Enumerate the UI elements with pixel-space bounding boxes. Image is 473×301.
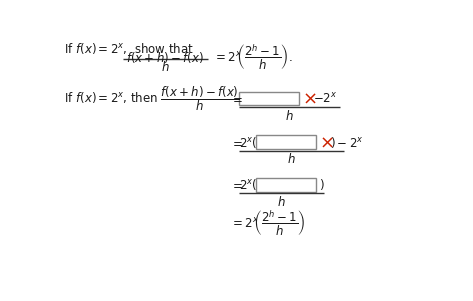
Text: $=$: $=$ xyxy=(229,92,243,105)
Text: $) - 2^x$: $) - 2^x$ xyxy=(330,135,364,150)
Text: $h$: $h$ xyxy=(287,152,295,166)
Text: $\times$: $\times$ xyxy=(319,133,333,151)
Text: $h$: $h$ xyxy=(277,195,286,209)
Text: If $f(x) = 2^x$,  show that: If $f(x) = 2^x$, show that xyxy=(64,41,193,56)
Text: $=$: $=$ xyxy=(229,178,243,191)
Text: $2^x($: $2^x($ xyxy=(239,177,257,192)
Text: If $f(x) = 2^x$, then $\dfrac{f(x+h)-f(x)}{h}$: If $f(x) = 2^x$, then $\dfrac{f(x+h)-f(x… xyxy=(64,84,239,113)
Text: $f(x + h) - f(x)$: $f(x + h) - f(x)$ xyxy=(126,50,204,65)
Text: $- 2^x$: $- 2^x$ xyxy=(313,92,338,105)
Text: $\,)$: $\,)$ xyxy=(318,177,325,192)
Text: $\times$: $\times$ xyxy=(302,89,316,107)
Text: $= 2^x\!\!\left(\dfrac{2^h-1}{h}\right)$: $= 2^x\!\!\left(\dfrac{2^h-1}{h}\right)$ xyxy=(229,208,305,238)
Bar xyxy=(239,92,299,105)
Text: $h$: $h$ xyxy=(161,60,170,74)
Text: $= 2^x\!\!\left(\dfrac{2^h-1}{h}\right).$: $= 2^x\!\!\left(\dfrac{2^h-1}{h}\right).… xyxy=(212,42,292,72)
Text: $=$: $=$ xyxy=(229,136,243,149)
Text: $h$: $h$ xyxy=(285,108,294,123)
Bar xyxy=(256,178,316,192)
Text: $2^x($: $2^x($ xyxy=(239,135,257,150)
Bar xyxy=(256,135,316,149)
